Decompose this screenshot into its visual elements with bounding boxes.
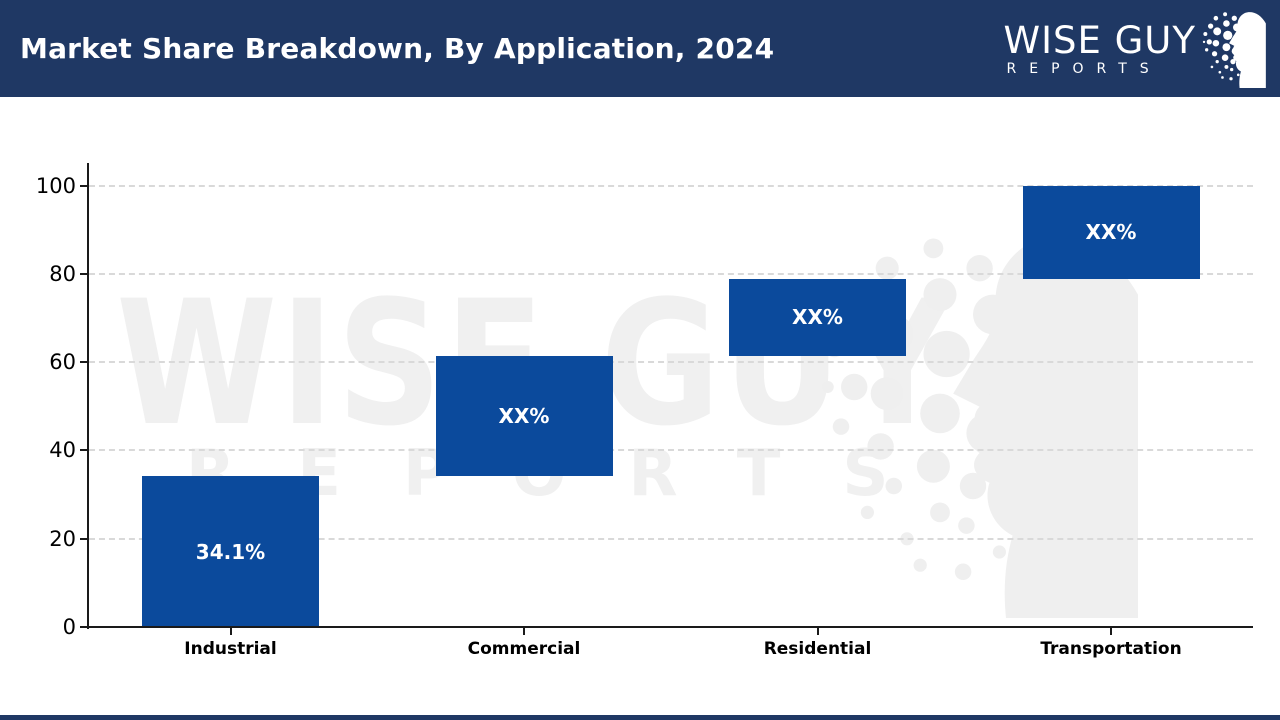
x-tick-mark-commercial <box>523 626 525 635</box>
y-axis-spine <box>87 163 90 629</box>
y-tick-mark-20 <box>80 537 89 540</box>
bar-value-label-industrial: 34.1% <box>195 539 266 564</box>
y-tick-mark-80 <box>80 273 89 276</box>
footer-bar <box>0 715 1280 720</box>
x-tick-mark-industrial <box>229 626 232 635</box>
bar-commercial: XX% <box>435 356 613 477</box>
bar-industrial: 34.1% <box>142 476 319 627</box>
y-tick-mark-100 <box>80 185 89 187</box>
bar-value-label-commercial: XX% <box>498 404 550 429</box>
gridline-40 <box>89 449 1253 452</box>
x-axis-label-transportation: Transportation <box>1040 639 1182 659</box>
gridline-100 <box>89 185 1253 187</box>
bar-transportation: XX% <box>1022 186 1200 279</box>
y-tick-mark-60 <box>80 361 89 364</box>
bar-residential: XX% <box>729 278 906 357</box>
wiseguy-head-logo-icon <box>1200 9 1266 88</box>
logo-reports-label: REPORTS <box>1006 60 1162 77</box>
gridline-60 <box>89 361 1253 364</box>
bar-value-label-transportation: XX% <box>1085 220 1137 245</box>
x-tick-mark-transportation <box>1110 626 1112 635</box>
header-bar: Market Share Breakdown, By Application, … <box>0 0 1280 97</box>
y-tick-label-0: 0 <box>62 614 76 639</box>
page-title: Market Share Breakdown, By Application, … <box>20 32 775 65</box>
y-tick-label-100: 100 <box>35 174 76 198</box>
x-axis-spine <box>89 625 1253 629</box>
wiseguy-logo-text: WISE GUY REPORTS <box>1004 22 1196 76</box>
x-axis-label-residential: Residential <box>763 639 872 659</box>
y-tick-label-20: 20 <box>49 526 76 551</box>
y-tick-label-40: 40 <box>49 438 76 463</box>
bar-value-label-residential: XX% <box>792 305 843 330</box>
gridline-80 <box>89 273 1253 276</box>
gridline-20 <box>89 537 1253 540</box>
wiseguy-logo: WISE GUY REPORTS <box>1004 9 1266 88</box>
x-axis-label-industrial: Industrial <box>184 639 277 659</box>
x-axis-label-commercial: Commercial <box>467 639 581 659</box>
logo-wiseguy-label: WISE GUY <box>1003 18 1196 62</box>
y-tick-label-60: 60 <box>49 350 76 375</box>
y-tick-label-80: 80 <box>49 262 76 287</box>
y-tick-mark-40 <box>80 449 89 452</box>
y-tick-mark-0 <box>80 625 89 628</box>
x-tick-mark-residential <box>816 626 819 635</box>
